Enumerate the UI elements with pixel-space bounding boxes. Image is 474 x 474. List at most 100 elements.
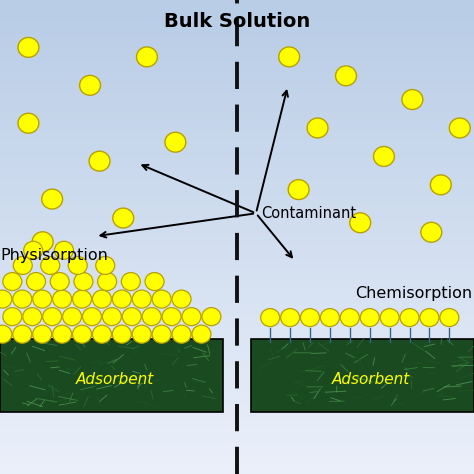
Ellipse shape [192, 325, 211, 343]
Bar [0, 220, 474, 223]
Ellipse shape [73, 290, 91, 308]
Bar [0, 78, 474, 81]
Bar [0, 59, 474, 62]
Ellipse shape [202, 308, 221, 326]
Bar [0, 92, 474, 95]
Ellipse shape [121, 273, 140, 291]
Bar [0, 213, 474, 216]
Ellipse shape [23, 308, 42, 326]
Ellipse shape [3, 308, 22, 326]
Bar [0, 197, 474, 199]
Ellipse shape [301, 309, 319, 327]
Bar [0, 370, 474, 372]
Bar [0, 228, 474, 230]
Bar [0, 142, 474, 145]
Bar [0, 244, 474, 246]
Bar [0, 164, 474, 166]
Ellipse shape [132, 325, 151, 343]
Bar [0, 472, 474, 474]
Bar [0, 299, 474, 301]
Bar [0, 289, 474, 292]
Bar [0, 455, 474, 457]
Bar [0, 166, 474, 168]
Bar [0, 431, 474, 434]
Ellipse shape [137, 47, 157, 67]
Ellipse shape [421, 222, 442, 242]
Bar [0, 275, 474, 277]
Bar [0, 424, 474, 427]
Bar [0, 325, 474, 327]
Bar [0, 90, 474, 92]
Ellipse shape [261, 309, 280, 327]
Ellipse shape [24, 241, 43, 259]
Ellipse shape [336, 66, 356, 86]
Bar [0, 185, 474, 187]
Bar [0, 303, 474, 306]
Ellipse shape [360, 309, 379, 327]
Bar [0, 327, 474, 329]
Bar [0, 448, 474, 450]
Bar [0, 393, 474, 396]
Bar [0, 201, 474, 204]
Bar [0, 130, 474, 133]
Bar [0, 159, 474, 161]
Bar [0, 147, 474, 149]
Bar [0, 33, 474, 36]
Bar [0, 114, 474, 116]
Bar [0, 356, 474, 358]
Text: Adsorbent: Adsorbent [76, 372, 154, 387]
Ellipse shape [172, 325, 191, 343]
Bar [0, 417, 474, 419]
Bar [0, 415, 474, 417]
Bar [0, 19, 474, 21]
Bar [0, 209, 474, 211]
Bar [0, 109, 474, 111]
Bar [0, 287, 474, 289]
Bar [0, 12, 474, 14]
Bar [0, 434, 474, 436]
Ellipse shape [33, 325, 52, 343]
Bar [0, 284, 474, 287]
Bar [0, 351, 474, 353]
Bar [0, 107, 474, 109]
Bar [0, 156, 474, 159]
Ellipse shape [152, 325, 171, 343]
Bar [0, 168, 474, 171]
Bar [0, 239, 474, 242]
Bar [0, 237, 474, 239]
Ellipse shape [55, 241, 73, 259]
Bar [0, 268, 474, 270]
Bar [0, 50, 474, 52]
Text: Chemisorption: Chemisorption [356, 286, 473, 301]
Bar [0, 408, 474, 410]
Bar [0, 334, 474, 337]
Bar [0, 446, 474, 448]
Ellipse shape [449, 118, 470, 138]
Bar [0, 171, 474, 173]
Bar [0, 71, 474, 73]
Bar [0, 427, 474, 429]
Bar [0, 66, 474, 69]
Bar [0, 135, 474, 137]
Bar [0, 24, 474, 26]
Ellipse shape [279, 47, 300, 67]
Bar [0, 258, 474, 261]
Bar [0, 116, 474, 118]
Bar [0, 149, 474, 152]
Ellipse shape [53, 325, 72, 343]
Bar [0, 2, 474, 5]
Ellipse shape [307, 118, 328, 138]
Bar [0, 97, 474, 100]
Bar [0, 111, 474, 114]
Bar [0, 204, 474, 206]
Bar [0, 277, 474, 280]
Ellipse shape [112, 290, 131, 308]
Bar [0, 310, 474, 313]
Bar [0, 403, 474, 405]
Bar [0, 211, 474, 213]
Ellipse shape [33, 290, 52, 308]
Ellipse shape [53, 290, 72, 308]
Bar [0, 85, 474, 88]
Ellipse shape [41, 256, 60, 274]
Bar [0, 126, 474, 128]
